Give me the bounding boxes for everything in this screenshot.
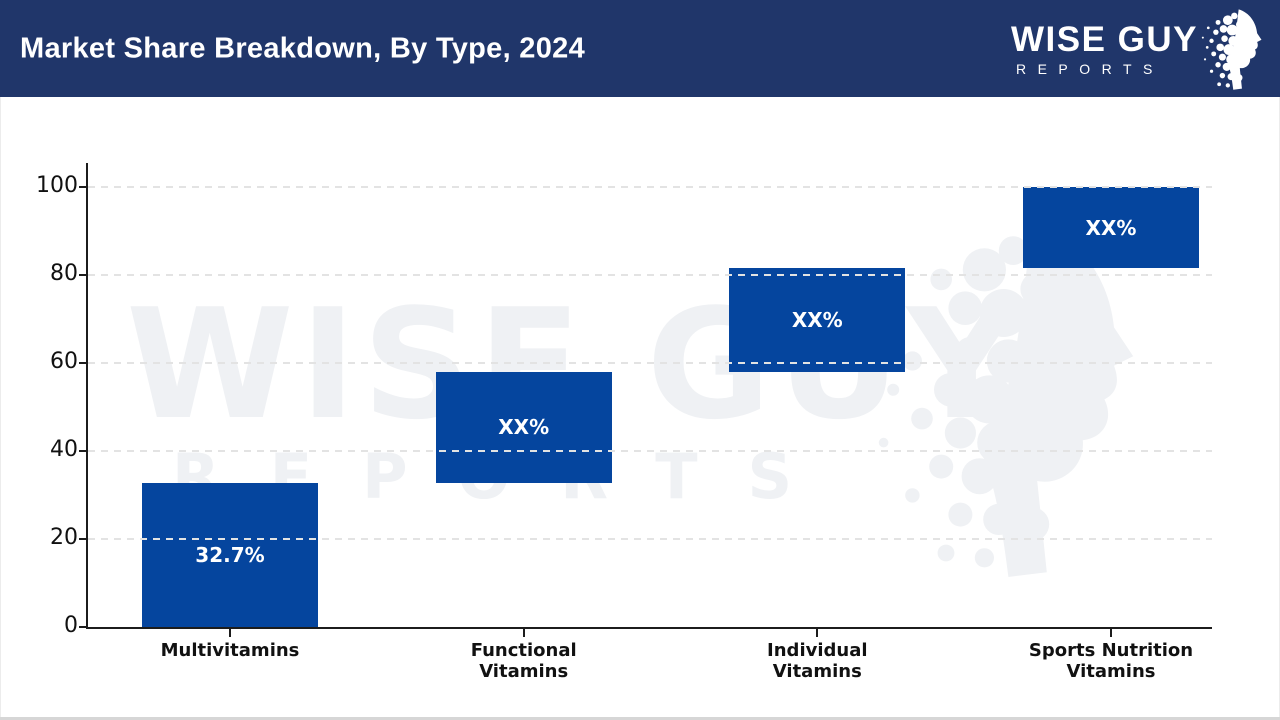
y-tick <box>79 450 86 452</box>
header-bar: Market Share Breakdown, By Type, 2024 WI… <box>0 0 1280 97</box>
gridline <box>88 538 1212 540</box>
y-axis-tick-label: 80 <box>50 261 78 286</box>
y-tick <box>79 362 86 364</box>
x-tick <box>816 629 819 637</box>
y-tick <box>79 274 86 276</box>
bottom-border <box>0 717 1280 720</box>
waterfall-bar-segment: XX% <box>1023 187 1199 269</box>
category-label: Individual Vitamins <box>767 640 868 682</box>
brand-logo: WISE GUY REPORTS <box>1011 7 1268 91</box>
wiseguy-head-icon <box>1192 7 1268 91</box>
y-tick <box>79 626 86 628</box>
y-axis-tick-label: 100 <box>36 173 78 198</box>
gridline <box>88 362 1212 364</box>
gridline <box>88 274 1212 276</box>
y-axis-tick-label: 40 <box>50 437 78 462</box>
gridline <box>88 186 1212 188</box>
y-tick <box>79 186 86 188</box>
x-axis-spine <box>86 627 1212 629</box>
y-axis-spine <box>86 163 88 629</box>
bar-value-label: XX% <box>1085 215 1137 240</box>
category-label: Multivitamins <box>160 640 300 661</box>
gridline <box>88 450 1212 452</box>
category-label: Sports Nutrition Vitamins <box>1028 640 1194 682</box>
y-tick <box>79 538 86 540</box>
y-axis-tick-label: 20 <box>50 525 78 550</box>
waterfall-bar-segment: 32.7% <box>142 483 318 627</box>
logo-wordmark: WISE GUY <box>1010 19 1198 59</box>
bar-value-label: XX% <box>791 308 843 333</box>
logo-text: WISE GUY REPORTS <box>1010 19 1198 77</box>
x-tick <box>522 629 525 637</box>
x-tick <box>1110 629 1112 637</box>
category-label: Functional Vitamins <box>470 640 577 682</box>
page-title: Market Share Breakdown, By Type, 2024 <box>20 32 586 64</box>
waterfall-bar-segment: XX% <box>435 371 612 484</box>
bar-value-label: XX% <box>498 415 550 440</box>
y-axis-tick-label: 60 <box>50 349 78 374</box>
x-tick <box>229 629 231 637</box>
logo-subtitle: REPORTS <box>1015 60 1164 77</box>
y-axis-tick-label: 0 <box>64 613 78 638</box>
waterfall-bar-segment: XX% <box>729 268 906 372</box>
bar-value-label: 32.7% <box>195 543 265 568</box>
